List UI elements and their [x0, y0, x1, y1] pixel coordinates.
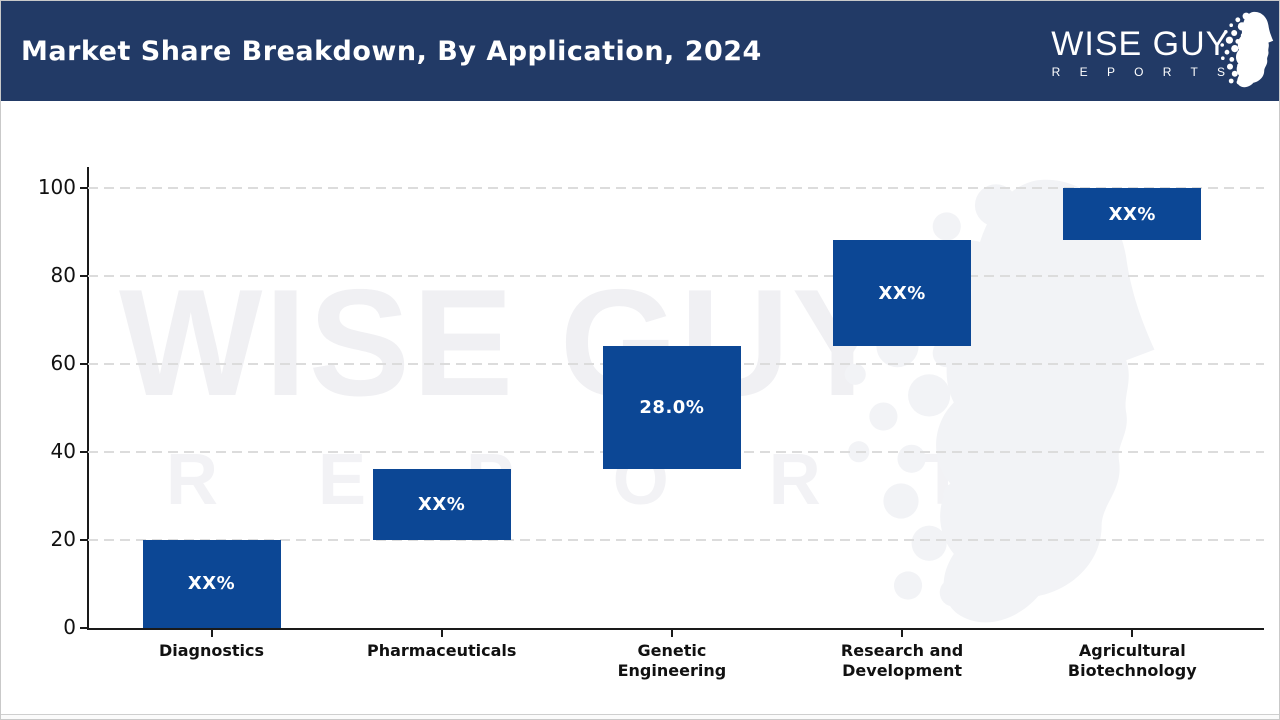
bar: XX%	[833, 240, 972, 347]
logo-text: WISE GUY R E P O R T S	[1048, 27, 1233, 79]
x-tick-mark	[210, 630, 213, 637]
x-tick-mark	[901, 630, 904, 637]
y-tick-label: 60	[50, 350, 76, 375]
wise-guy-logo: WISE GUY R E P O R T S	[1048, 7, 1275, 95]
x-category-label: Research and Development	[840, 641, 964, 680]
x-category-label: Diagnostics	[158, 641, 265, 660]
y-tick-mark	[80, 362, 88, 365]
gridline	[88, 186, 1264, 189]
bar: 28.0%	[602, 346, 741, 470]
logo-name: WISE GUY	[1051, 25, 1230, 63]
x-category-label: Pharmaceuticals	[366, 641, 517, 660]
logo-subtitle: R E P O R T S	[1051, 65, 1233, 79]
x-axis-line	[87, 628, 1264, 630]
bar-value-label: XX%	[1108, 203, 1156, 225]
bar-value-label: XX%	[878, 282, 926, 304]
y-axis-line	[87, 167, 89, 629]
y-tick-label: 20	[50, 526, 76, 551]
bar-value-label: XX%	[187, 573, 236, 595]
watermark-text: WISE GUY	[119, 258, 896, 428]
x-tick-mark	[1131, 630, 1134, 637]
y-tick-mark	[80, 450, 88, 453]
y-tick-mark	[80, 186, 88, 189]
gridline	[88, 538, 1264, 541]
page-title: Market Share Breakdown, By Application, …	[21, 35, 762, 67]
head-profile-icon	[1220, 11, 1274, 88]
bar: XX%	[1063, 187, 1202, 241]
y-tick-mark	[80, 627, 88, 629]
bar-value-label: 28.0%	[639, 397, 705, 419]
gridline	[88, 274, 1264, 277]
x-category-label: Genetic Engineering	[617, 641, 727, 680]
x-tick-mark	[670, 630, 673, 637]
y-tick-label: 0	[63, 615, 76, 639]
bar-value-label: XX%	[418, 494, 466, 516]
y-tick-label: 40	[50, 438, 76, 463]
plot-area: 0 20 40 60 80 100 XX% Diagnostics XX% Pharmaceuti…	[1, 101, 1279, 714]
y-tick-mark	[80, 538, 88, 541]
x-category-label: Agricultural Biotechnology	[1067, 641, 1197, 680]
y-tick-label: 100	[37, 174, 76, 199]
y-tick-label: 80	[50, 262, 76, 287]
bar: XX%	[142, 539, 281, 628]
header-bar: Market Share Breakdown, By Application, …	[1, 1, 1279, 101]
frame-bottom-strip	[1, 714, 1279, 719]
y-tick-mark	[80, 274, 88, 277]
x-tick-mark	[440, 630, 443, 637]
bar: XX%	[372, 469, 511, 540]
